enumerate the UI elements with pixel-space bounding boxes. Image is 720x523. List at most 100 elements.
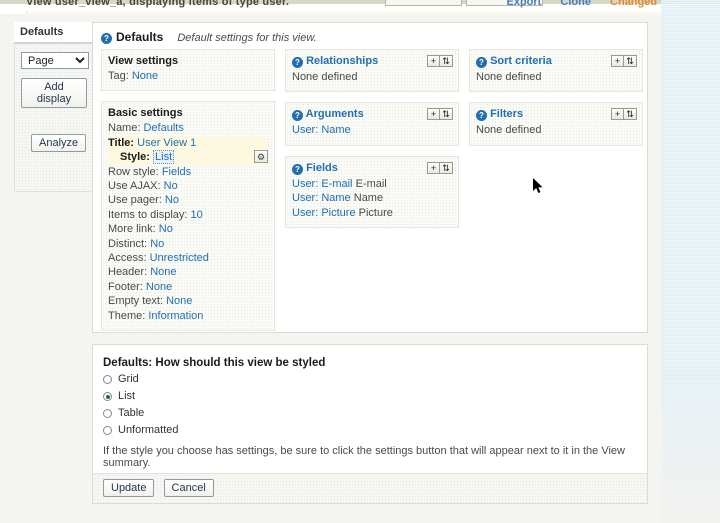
radio-option-unformatted[interactable]: Unformatted	[93, 420, 647, 437]
card-arguments: + ⇅ ? Arguments User: Name	[285, 102, 459, 146]
card-buttons: + ⇅	[427, 108, 453, 121]
use-pager-value-link[interactable]: No	[164, 194, 179, 207]
help-icon[interactable]: ?	[292, 57, 303, 68]
row-style-value-link[interactable]: Fields	[161, 165, 192, 178]
chrome-band	[0, 0, 720, 4]
summary-title: Defaults	[116, 30, 164, 44]
radio-label: Unformatted	[118, 424, 179, 436]
name-value-link[interactable]: Defaults	[143, 122, 184, 135]
row-label: Empty text:	[108, 295, 164, 308]
row-label: Tag:	[108, 70, 129, 82]
form-actions: Update Cancel	[93, 473, 647, 503]
row-label: Distinct:	[108, 237, 148, 250]
row-label: Access:	[108, 252, 147, 265]
sidebar-item-defaults[interactable]: Defaults	[14, 22, 94, 44]
clipped-browser-strip: View user_view_a, displaying items of ty…	[0, 0, 720, 14]
row-label: Theme:	[108, 309, 146, 322]
row-label: Use AJAX:	[108, 180, 161, 193]
add-icon[interactable]: +	[427, 161, 440, 174]
row-header: Header: None	[108, 265, 268, 279]
rearrange-icon[interactable]: ⇅	[624, 108, 637, 121]
empty-text-value-link[interactable]: None	[166, 295, 193, 308]
row-label: Use pager:	[108, 194, 162, 207]
row-label: Items to display:	[108, 208, 188, 221]
style-settings-gear-icon[interactable]: ⚙	[254, 150, 268, 164]
display-type-select[interactable]: Page	[21, 52, 89, 69]
views-edit-app: Defaults Page Add display Analyze ? Defa…	[0, 14, 661, 523]
row-label: Header:	[108, 266, 148, 279]
row-empty-text: Empty text: None	[108, 294, 268, 308]
rearrange-icon[interactable]: ⇅	[440, 55, 453, 67]
radio-icon[interactable]	[103, 426, 112, 435]
help-icon[interactable]: ?	[292, 163, 303, 175]
card-title[interactable]: ? Sort criteria	[476, 55, 636, 68]
row-use-pager: Use pager: No	[108, 193, 268, 207]
card-title: Basic settings	[108, 107, 183, 120]
theme-value-link[interactable]: Information	[148, 309, 204, 322]
radio-option-list[interactable]: List	[93, 386, 647, 403]
mouse-cursor	[533, 178, 543, 193]
footer-value-link[interactable]: None	[145, 280, 173, 293]
sidebar-body: Page Add display Analyze	[14, 44, 94, 192]
radio-option-grid[interactable]: Grid	[93, 369, 647, 386]
add-icon[interactable]: +	[427, 108, 440, 121]
help-icon[interactable]: ?	[292, 110, 303, 122]
card-title[interactable]: ? Arguments	[292, 108, 452, 122]
tag-value-link[interactable]: None	[131, 70, 159, 82]
help-icon[interactable]: ?	[476, 57, 487, 68]
clipped-tab-2[interactable]	[466, 0, 543, 6]
row-label: Name:	[108, 122, 141, 135]
rearrange-icon[interactable]: ⇅	[624, 55, 637, 67]
export-link[interactable]: Export	[506, 0, 542, 8]
argument-value-link[interactable]: User: Name	[292, 124, 351, 137]
card-buttons: + ⇅	[611, 55, 637, 67]
cancel-button[interactable]: Cancel	[163, 479, 214, 497]
items-to-display-value-link[interactable]: 10	[190, 208, 203, 221]
card-title[interactable]: ? Relationships	[292, 55, 452, 68]
update-button[interactable]: Update	[103, 479, 155, 497]
card-filters: + ⇅ ? Filters None defined	[469, 102, 643, 146]
radio-icon[interactable]	[103, 375, 112, 384]
card-title[interactable]: ? Fields	[292, 162, 452, 175]
header-value-link[interactable]: None	[150, 266, 177, 279]
card-title[interactable]: ? Filters	[476, 108, 636, 122]
card-view-settings: View settings Tag: None	[101, 49, 275, 92]
more-link-value-link[interactable]: No	[158, 223, 173, 236]
add-display-button[interactable]: Add display	[21, 78, 87, 108]
field-value-link[interactable]: User: Picture	[292, 206, 356, 219]
field-value-link[interactable]: User: Name	[292, 192, 351, 205]
summary-header: ? Defaults Default settings for this vie…	[93, 23, 647, 49]
card-buttons: + ⇅	[611, 108, 637, 121]
summary-column-middle: + ⇅ ? Relationships None defined + ⇅	[285, 49, 459, 341]
style-form-hint: If the style you choose has settings, be…	[103, 445, 625, 469]
clipped-action-links: Export Clone Changed view	[491, 0, 685, 8]
radio-icon-selected[interactable]	[103, 392, 112, 401]
help-icon[interactable]: ?	[476, 110, 487, 122]
style-value-link[interactable]: List	[153, 150, 175, 165]
use-ajax-value-link[interactable]: No	[163, 180, 178, 193]
analyze-button[interactable]: Analyze	[31, 134, 87, 152]
add-icon[interactable]: +	[611, 55, 624, 67]
row-style: Style: List ⚙	[108, 150, 268, 165]
title-value-link[interactable]: User View 1	[137, 136, 197, 149]
clipped-page-title: View user_view_a, displaying items of ty…	[26, 0, 290, 8]
clipped-tab-1[interactable]	[385, 0, 462, 6]
row-field: User: E-mail E-mail	[292, 177, 452, 191]
row-label: Row style:	[108, 165, 159, 178]
row-distinct: Distinct: No	[108, 237, 268, 251]
radio-icon[interactable]	[103, 409, 112, 418]
field-value-link[interactable]: User: E-mail	[292, 177, 353, 190]
distinct-value-link[interactable]: No	[150, 237, 165, 250]
help-icon[interactable]: ?	[101, 33, 112, 44]
card-title-text: Relationships	[306, 55, 379, 67]
row-theme: Theme: Information	[108, 309, 268, 323]
access-value-link[interactable]: Unrestricted	[149, 252, 209, 265]
rearrange-icon[interactable]: ⇅	[440, 161, 453, 174]
row-row-style: Row style: Fields	[108, 165, 268, 179]
changed-view-link[interactable]: Changed view	[610, 0, 684, 8]
clone-link[interactable]: Clone	[560, 0, 591, 8]
add-icon[interactable]: +	[611, 108, 624, 121]
rearrange-icon[interactable]: ⇅	[440, 108, 453, 121]
add-icon[interactable]: +	[427, 55, 440, 67]
radio-option-table[interactable]: Table	[93, 403, 647, 420]
